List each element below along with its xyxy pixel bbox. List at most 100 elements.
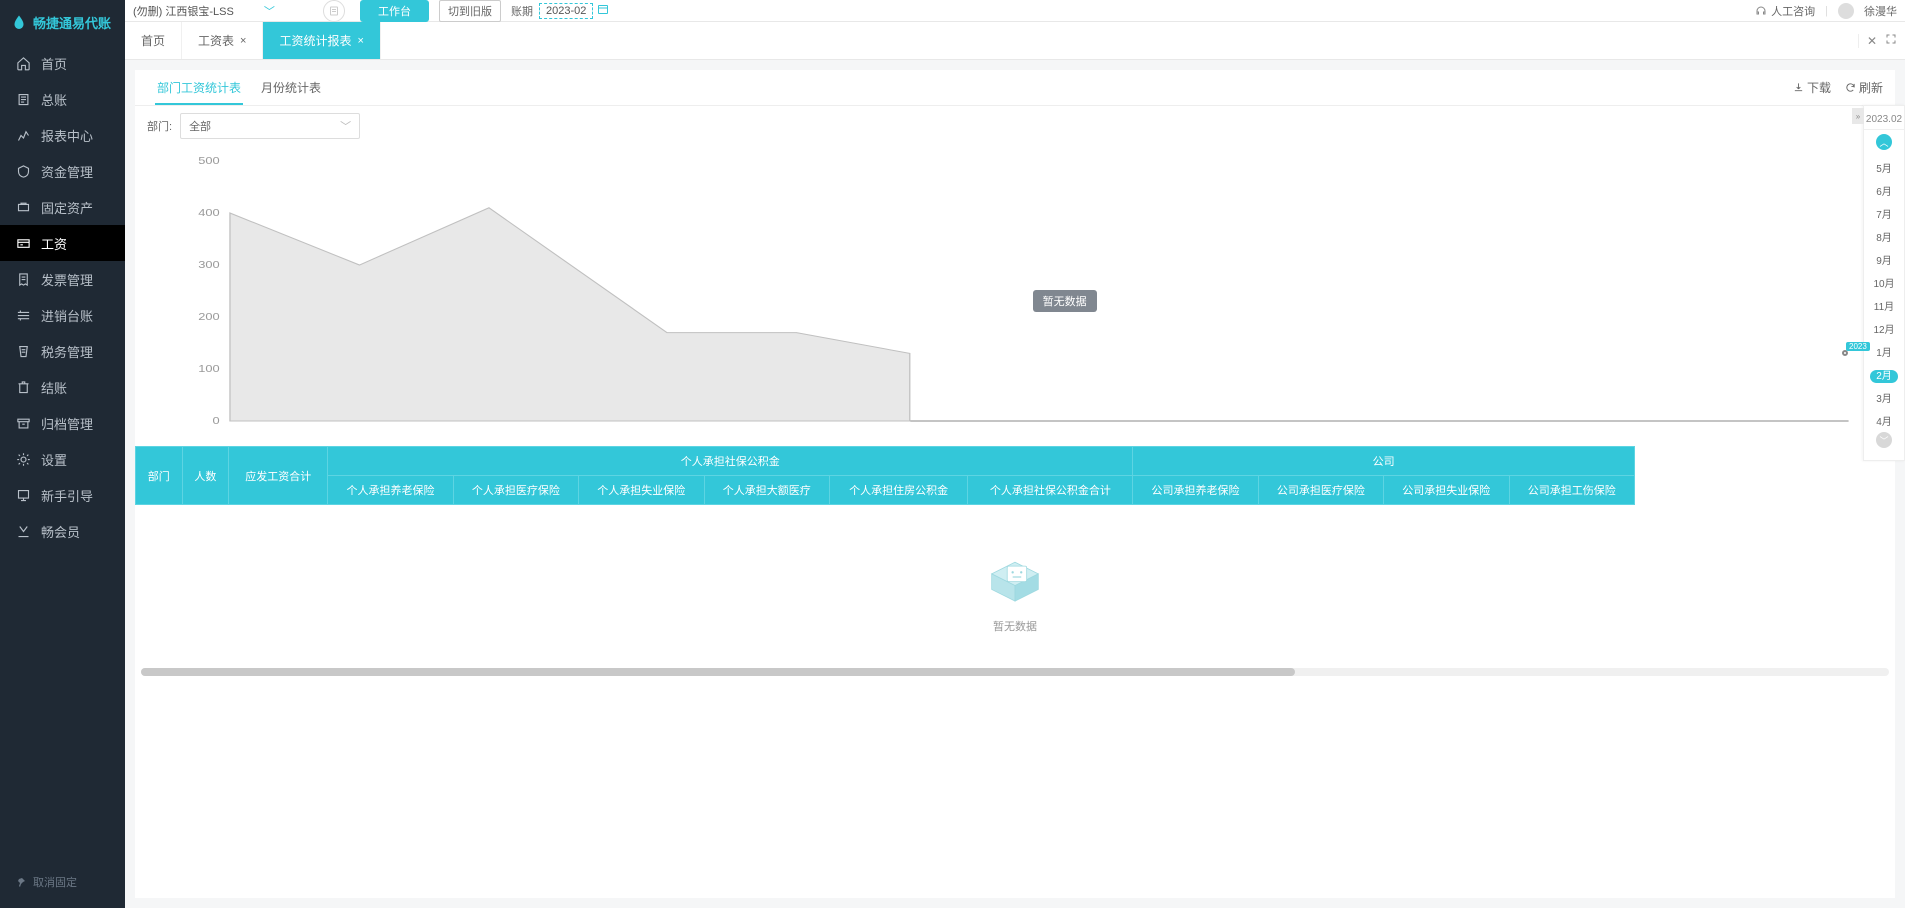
sidebar-item-label: 归档管理	[41, 414, 93, 433]
month-rail-item[interactable]: 11月	[1864, 294, 1904, 317]
sidebar-item-label: 结账	[41, 378, 67, 397]
month-rail: » 2023.02 ︿ 5月6月7月8月9月10月11月12月20231月2月3…	[1863, 105, 1905, 461]
rail-current-period: 2023.02	[1864, 112, 1904, 130]
sidebar-item-ledger[interactable]: 总账	[0, 81, 125, 117]
salary-icon	[15, 235, 31, 251]
sidebar-item-label: 设置	[41, 450, 67, 469]
vip-icon	[15, 523, 31, 539]
month-rail-item[interactable]: 5月	[1864, 156, 1904, 179]
month-rail-item[interactable]: 4月	[1864, 409, 1904, 432]
period-value[interactable]: 2023-02	[539, 3, 593, 19]
table-container: 部门人数应发工资合计个人承担社保公积金公司个人承担养老保险个人承担医疗保险个人承…	[135, 446, 1895, 898]
sidebar-pin-toggle[interactable]: 取消固定	[0, 866, 125, 898]
tab[interactable]: 首页	[125, 22, 182, 59]
inout-icon	[15, 307, 31, 323]
brand-icon	[10, 14, 28, 32]
sidebar-item-home[interactable]: 首页	[0, 45, 125, 81]
headset-icon	[1755, 5, 1767, 17]
table-header: 部门	[136, 447, 183, 505]
brand-text: 畅捷通易代账	[33, 13, 111, 32]
scrollbar-thumb[interactable]	[141, 668, 1295, 676]
close-icon	[15, 379, 31, 395]
sidebar-item-asset[interactable]: 固定资产	[0, 189, 125, 225]
svg-text:400: 400	[198, 208, 219, 218]
sidebar-item-fund[interactable]: 资金管理	[0, 153, 125, 189]
tax-icon	[15, 343, 31, 359]
svg-text:300: 300	[198, 260, 219, 270]
tab-close-icon[interactable]: ×	[240, 35, 246, 47]
tab[interactable]: 工资统计报表 ×	[263, 22, 380, 59]
table-header-group: 公司	[1133, 447, 1635, 476]
tab[interactable]: 工资表 ×	[182, 22, 263, 59]
subtab[interactable]: 月份统计表	[251, 70, 331, 105]
user-avatar[interactable]	[1838, 3, 1854, 19]
company-selector[interactable]: (勿删) 江西银宝-LSS ﹀	[133, 3, 313, 19]
month-rail-item[interactable]: 20231月	[1864, 340, 1904, 363]
month-rail-item[interactable]: 6月	[1864, 179, 1904, 202]
refresh-label: 刷新	[1859, 79, 1883, 96]
close-all-tabs-button[interactable]: ✕	[1858, 34, 1877, 48]
support-link[interactable]: 人工咨询	[1755, 3, 1815, 19]
refresh-button[interactable]: 刷新	[1845, 79, 1883, 96]
fullscreen-icon[interactable]	[1885, 33, 1897, 48]
tab-label: 工资表	[198, 32, 234, 49]
month-rail-item[interactable]: 7月	[1864, 202, 1904, 225]
svg-text:500: 500	[198, 156, 219, 166]
subtabs: 部门工资统计表月份统计表 下载 刷新	[135, 70, 1895, 106]
dept-select[interactable]: 全部 ﹀	[180, 113, 360, 139]
sidebar-pin-label: 取消固定	[33, 874, 77, 890]
home-icon	[15, 55, 31, 71]
subtab[interactable]: 部门工资统计表	[147, 70, 251, 105]
dept-filter-label: 部门:	[147, 118, 172, 134]
main-content: 部门工资统计表月份统计表 下载 刷新 部门: 全部 ﹀ 01002003	[125, 60, 1905, 908]
topbar-circle-button[interactable]	[323, 0, 345, 22]
download-button[interactable]: 下载	[1793, 79, 1831, 96]
topbar: (勿删) 江西银宝-LSS ﹀ 工作台 切到旧版 账期 2023-02 人工咨询…	[125, 0, 1905, 22]
table-header: 个人承担住房公积金	[829, 476, 968, 505]
sidebar-item-archive[interactable]: 归档管理	[0, 405, 125, 441]
workspace-button[interactable]: 工作台	[360, 0, 429, 22]
sidebar-item-tax[interactable]: 税务管理	[0, 333, 125, 369]
tab-label: 首页	[141, 32, 165, 49]
sidebar-item-guide[interactable]: 新手引导	[0, 477, 125, 513]
empty-box-icon	[975, 535, 1055, 605]
sidebar-item-label: 总账	[41, 90, 67, 109]
table-header: 个人承担大额医疗	[704, 476, 829, 505]
month-rail-item[interactable]: 3月	[1864, 386, 1904, 409]
tab-label: 工资统计报表	[279, 32, 351, 49]
period-label: 账期	[511, 3, 533, 19]
sidebar-item-close[interactable]: 结账	[0, 369, 125, 405]
sidebar-item-invoice[interactable]: 发票管理	[0, 261, 125, 297]
svg-text:100: 100	[198, 364, 219, 374]
calendar-icon[interactable]	[597, 3, 609, 18]
sidebar-item-report[interactable]: 报表中心	[0, 117, 125, 153]
fund-icon	[15, 163, 31, 179]
dept-select-value: 全部	[189, 118, 211, 134]
month-rail-item[interactable]: 9月	[1864, 248, 1904, 271]
sidebar-item-label: 新手引导	[41, 486, 93, 505]
rail-collapse-button[interactable]: »	[1852, 108, 1864, 124]
sidebar-item-label: 固定资产	[41, 198, 93, 217]
table-header: 应发工资合计	[229, 447, 328, 505]
horizontal-scrollbar[interactable]	[141, 668, 1889, 676]
month-rail-item[interactable]: 2月	[1864, 363, 1904, 386]
download-icon	[1793, 82, 1804, 93]
table-empty-state: 暂无数据	[135, 505, 1895, 664]
note-icon	[328, 5, 340, 17]
month-rail-item[interactable]: 12月	[1864, 317, 1904, 340]
sidebar-item-salary[interactable]: 工资	[0, 225, 125, 261]
sidebar-item-inout[interactable]: 进销台账	[0, 297, 125, 333]
month-rail-item[interactable]: 8月	[1864, 225, 1904, 248]
rail-scroll-up-button[interactable]: ︿	[1876, 134, 1892, 150]
sidebar-item-vip[interactable]: 畅会员	[0, 513, 125, 549]
tab-close-icon[interactable]: ×	[357, 35, 363, 47]
switch-old-button[interactable]: 切到旧版	[439, 0, 501, 22]
salary-chart: 0100200300400500 暂无数据	[135, 146, 1895, 446]
rail-scroll-down-button[interactable]: ﹀	[1876, 432, 1892, 448]
sidebar-item-settings[interactable]: 设置	[0, 441, 125, 477]
month-rail-item[interactable]: 10月	[1864, 271, 1904, 294]
sidebar-item-label: 报表中心	[41, 126, 93, 145]
sidebar: 畅捷通易代账 首页总账报表中心资金管理固定资产工资发票管理进销台账税务管理结账归…	[0, 0, 125, 908]
chevron-down-icon: ﹀	[340, 118, 351, 134]
user-name[interactable]: 徐漫华	[1864, 3, 1897, 19]
